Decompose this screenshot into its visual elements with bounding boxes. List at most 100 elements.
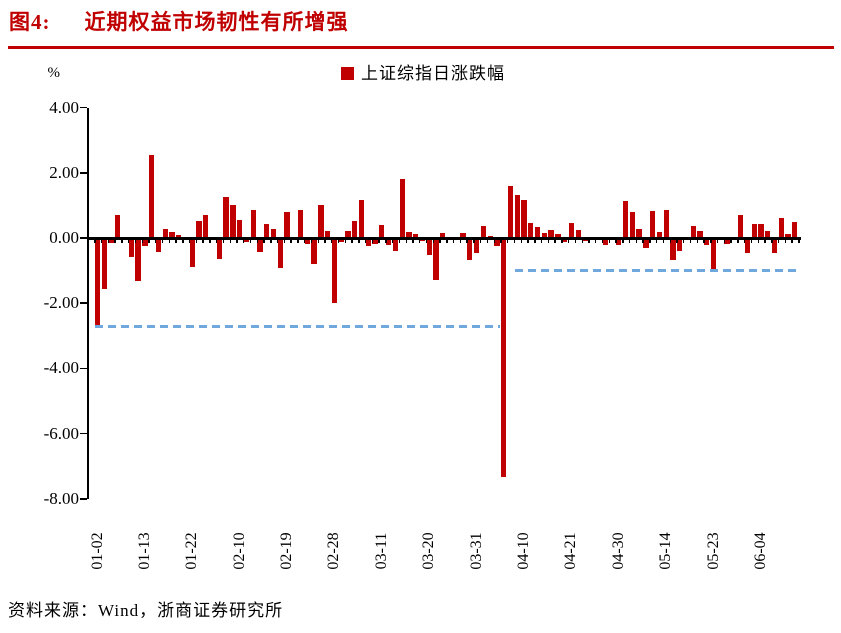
category-tick bbox=[771, 239, 773, 243]
category-tick bbox=[757, 239, 759, 243]
bar bbox=[541, 233, 547, 238]
bar bbox=[338, 238, 344, 242]
page-title: 图4: 近期权益市场韧性有所增强 bbox=[9, 8, 349, 36]
category-tick bbox=[290, 239, 292, 243]
bar bbox=[169, 232, 175, 238]
legend-label: 上证综指日涨跌幅 bbox=[361, 64, 505, 83]
category-tick bbox=[554, 239, 556, 243]
category-tick bbox=[662, 239, 665, 243]
x-axis-tick-label: 03-20 bbox=[420, 532, 438, 570]
category-tick bbox=[419, 239, 421, 243]
bar bbox=[325, 230, 331, 238]
category-tick bbox=[412, 239, 414, 243]
bar bbox=[230, 205, 236, 238]
y-axis-tick-label: -4.00 bbox=[43, 358, 79, 378]
x-axis-tick-label: 01-13 bbox=[135, 532, 153, 570]
category-tick bbox=[622, 239, 624, 243]
category-tick bbox=[459, 239, 462, 243]
y-axis-tick bbox=[80, 302, 87, 305]
category-tick bbox=[581, 239, 583, 243]
bar bbox=[149, 155, 155, 238]
category-tick bbox=[297, 239, 299, 243]
category-tick bbox=[385, 239, 387, 243]
category-tick bbox=[446, 239, 448, 243]
category-tick bbox=[243, 239, 245, 243]
category-tick bbox=[337, 239, 340, 243]
bar bbox=[663, 209, 669, 238]
bar bbox=[514, 195, 520, 238]
category-tick bbox=[798, 239, 800, 243]
category-tick bbox=[493, 239, 495, 243]
bar bbox=[162, 228, 168, 238]
y-axis-tick bbox=[80, 237, 87, 239]
bar bbox=[602, 238, 608, 245]
bar bbox=[135, 238, 141, 282]
category-tick bbox=[520, 239, 523, 243]
category-tick bbox=[547, 239, 550, 243]
category-tick bbox=[310, 239, 313, 243]
bar bbox=[778, 218, 784, 238]
bar bbox=[406, 231, 412, 238]
y-axis-tick bbox=[80, 498, 87, 500]
category-tick bbox=[100, 239, 103, 243]
bar bbox=[419, 238, 426, 242]
category-tick bbox=[331, 239, 333, 243]
category-tick bbox=[696, 239, 699, 243]
category-tick bbox=[689, 239, 692, 243]
category-tick bbox=[710, 239, 712, 243]
category-tick bbox=[155, 239, 157, 243]
y-axis-tick-label: 0.00 bbox=[49, 228, 79, 247]
bar bbox=[494, 238, 500, 246]
category-tick bbox=[405, 239, 407, 243]
bar bbox=[223, 196, 229, 238]
category-tick bbox=[466, 239, 468, 243]
bar bbox=[365, 238, 371, 247]
category-tick bbox=[141, 239, 143, 243]
category-tick bbox=[148, 239, 150, 243]
bar bbox=[358, 199, 365, 238]
x-axis-tick-label: 04-30 bbox=[609, 532, 627, 570]
bar bbox=[297, 210, 304, 238]
bar bbox=[677, 238, 683, 252]
bar bbox=[115, 214, 121, 238]
category-tick bbox=[127, 239, 130, 243]
bar bbox=[385, 238, 392, 246]
bar bbox=[101, 238, 107, 290]
dashed-reference-line-1 bbox=[94, 324, 500, 328]
bar bbox=[379, 224, 385, 238]
bar bbox=[765, 230, 771, 238]
bar bbox=[216, 238, 222, 260]
bar bbox=[270, 229, 277, 238]
bar bbox=[751, 223, 757, 238]
bar bbox=[622, 201, 629, 238]
category-tick bbox=[608, 239, 611, 243]
y-axis-tick-label: -2.00 bbox=[43, 293, 79, 313]
source-note: 资料来源：Wind，浙商证券研究所 bbox=[8, 601, 284, 620]
category-tick bbox=[473, 239, 475, 243]
category-tick bbox=[249, 239, 252, 243]
x-axis-tick-label: 03-31 bbox=[467, 532, 485, 570]
y-axis-tick bbox=[80, 367, 87, 370]
bar bbox=[704, 238, 710, 246]
y-axis-tick-label: 2.00 bbox=[49, 162, 79, 182]
category-tick bbox=[175, 239, 177, 243]
bar bbox=[643, 238, 649, 248]
x-axis-tick-label: 01-02 bbox=[88, 532, 106, 570]
category-tick bbox=[628, 239, 631, 243]
legend-marker-icon bbox=[341, 67, 354, 80]
category-tick bbox=[777, 239, 780, 243]
bar bbox=[257, 238, 263, 252]
bar bbox=[501, 238, 507, 478]
bar bbox=[318, 204, 324, 238]
category-tick bbox=[114, 239, 116, 243]
category-tick bbox=[452, 239, 455, 243]
category-tick bbox=[209, 239, 211, 243]
category-tick bbox=[256, 239, 258, 243]
category-tick bbox=[263, 239, 265, 243]
bar bbox=[352, 220, 358, 238]
category-tick bbox=[378, 239, 380, 243]
bar bbox=[399, 178, 405, 238]
chart-legend: 上证综指日涨跌幅 bbox=[341, 65, 505, 82]
category-tick bbox=[351, 239, 353, 243]
